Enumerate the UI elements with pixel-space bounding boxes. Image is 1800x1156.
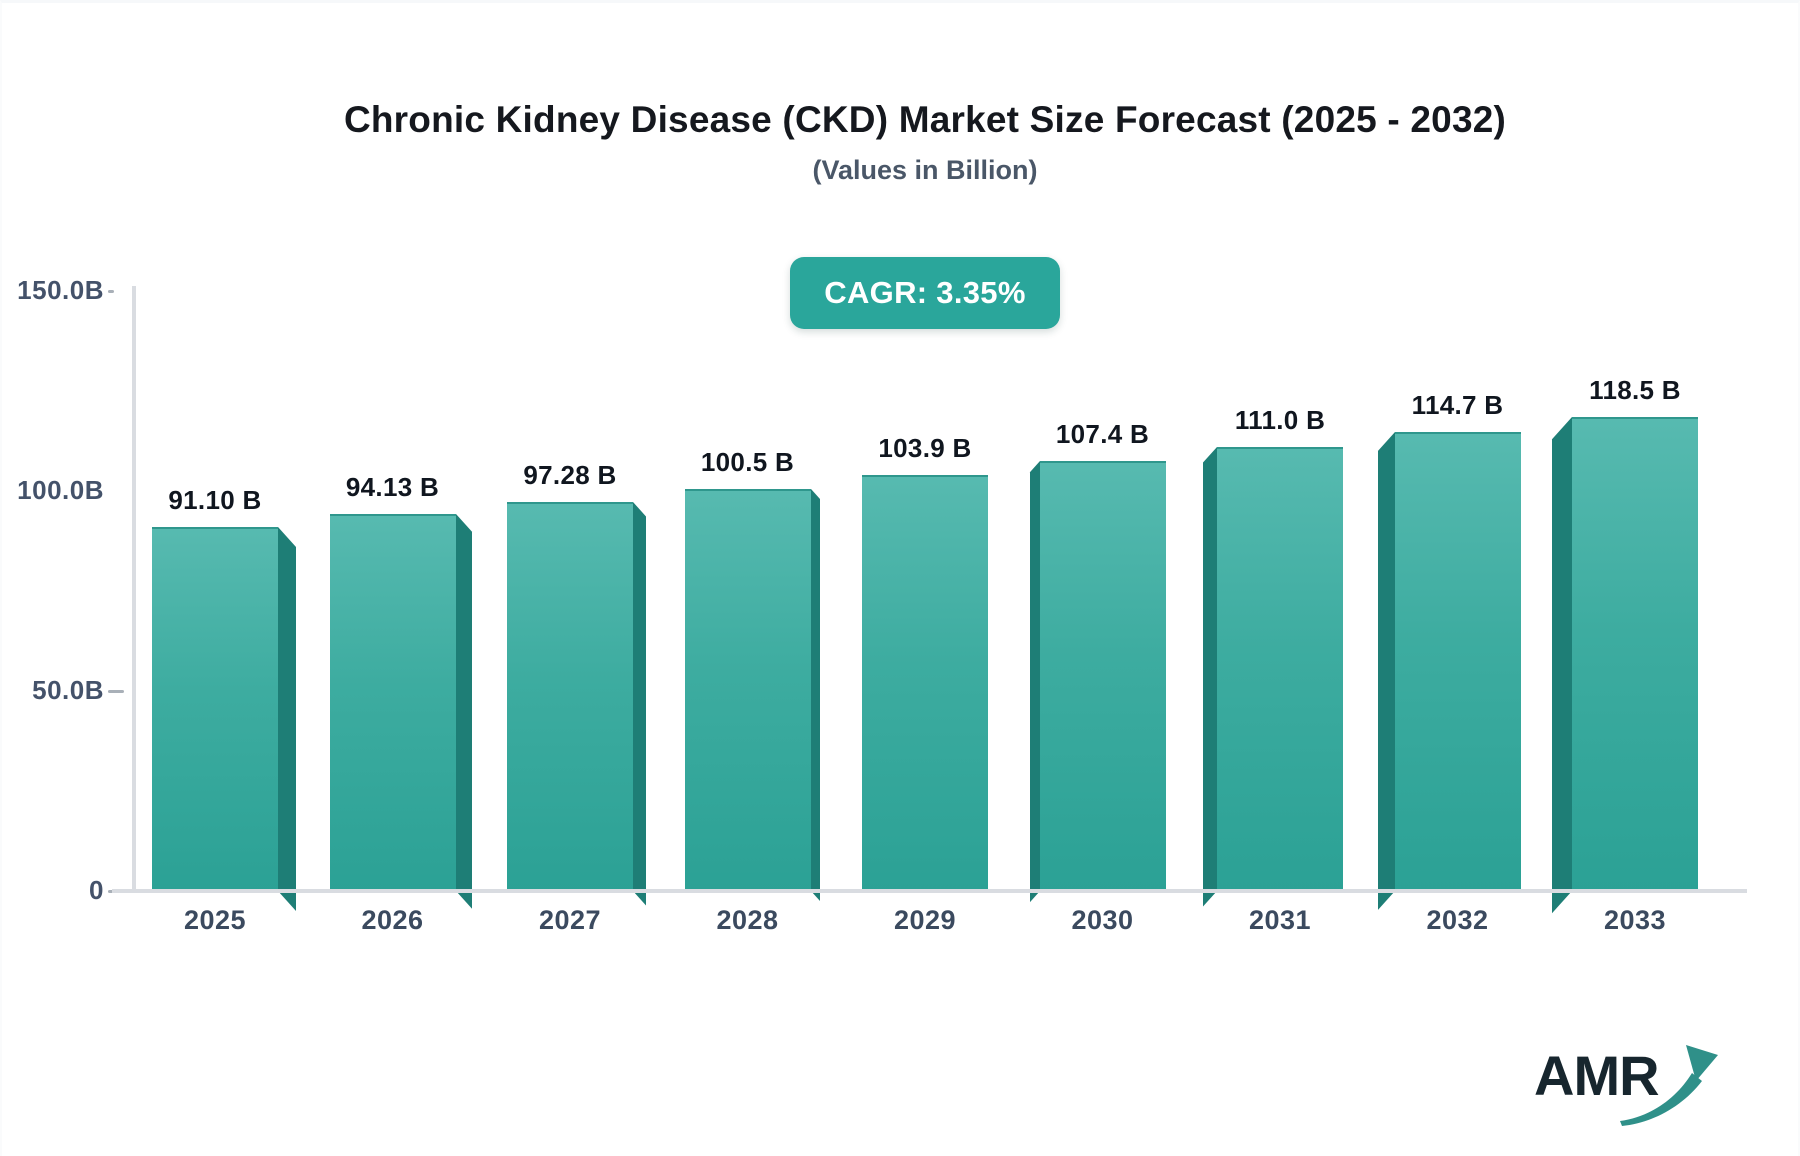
bar-side-face bbox=[810, 489, 820, 901]
y-tick-mark bbox=[108, 690, 124, 693]
bar-side-face bbox=[278, 527, 296, 911]
x-tick-label: 2030 bbox=[1071, 905, 1134, 935]
x-tick-label: 2028 bbox=[716, 905, 779, 935]
y-tick-label: 50.0B bbox=[32, 675, 104, 705]
bar-2031 bbox=[1217, 447, 1343, 893]
bar-value-label: 114.7 B bbox=[1411, 390, 1504, 420]
amr-logo-text: AMR bbox=[1534, 1044, 1660, 1107]
chart-subtitle: (Values in Billion) bbox=[812, 155, 1038, 185]
bar-value-label: 97.28 B bbox=[523, 460, 617, 490]
y-axis-line bbox=[132, 286, 136, 893]
cagr-badge: CAGR: 3.35% bbox=[790, 257, 1060, 329]
bar-2026 bbox=[329, 514, 456, 893]
bar-side-face bbox=[1203, 447, 1217, 907]
x-tick-label: 2029 bbox=[893, 905, 957, 935]
bar-2025 bbox=[152, 527, 278, 893]
amr-logo: AMR bbox=[1534, 1035, 1719, 1126]
y-tick-mark bbox=[108, 290, 114, 293]
x-tick-label: 2032 bbox=[1426, 905, 1489, 935]
chart-header: Chronic Kidney Disease (CKD) Market Size… bbox=[52, 99, 1798, 186]
bar-value-label: 91.10 B bbox=[168, 485, 262, 515]
x-tick-label: 2027 bbox=[538, 905, 602, 935]
x-tick-label: 2025 bbox=[183, 905, 247, 935]
bar-value-label: 111.0 B bbox=[1234, 405, 1326, 435]
bar-value-label: 94.13 B bbox=[345, 472, 440, 502]
cagr-badge-label: CAGR: 3.35% bbox=[824, 275, 1026, 310]
chart-title: Chronic Kidney Disease (CKD) Market Size… bbox=[343, 99, 1507, 140]
x-axis-baseline bbox=[112, 889, 1747, 893]
x-tick-label: 2031 bbox=[1248, 905, 1312, 935]
y-tick-label: 100.0B bbox=[17, 475, 104, 505]
bar-side-face bbox=[1552, 417, 1572, 914]
bar-2029 bbox=[862, 475, 988, 893]
bar-2032 bbox=[1394, 432, 1521, 893]
bar-2033 bbox=[1572, 417, 1698, 893]
bar-2030 bbox=[1039, 461, 1166, 893]
bar-side-face bbox=[1029, 461, 1040, 903]
bar-value-label: 103.9 B bbox=[878, 433, 972, 463]
bar-side-face bbox=[455, 514, 472, 909]
bar-2028 bbox=[684, 489, 811, 893]
x-tick-label: 2033 bbox=[1603, 905, 1667, 935]
y-tick-label: 150.0B bbox=[17, 275, 104, 305]
growth-arrow-icon bbox=[1620, 1045, 1718, 1126]
y-tick-label: 0 bbox=[89, 875, 104, 905]
bar-value-label: 100.5 B bbox=[700, 447, 795, 477]
bar-side-face bbox=[633, 502, 646, 906]
bar-value-label: 118.5 B bbox=[1589, 375, 1681, 405]
x-tick-label: 2026 bbox=[361, 905, 424, 935]
bar-side-face bbox=[1377, 432, 1395, 910]
bar-2027 bbox=[507, 502, 633, 893]
bar-value-label: 107.4 B bbox=[1055, 419, 1150, 449]
